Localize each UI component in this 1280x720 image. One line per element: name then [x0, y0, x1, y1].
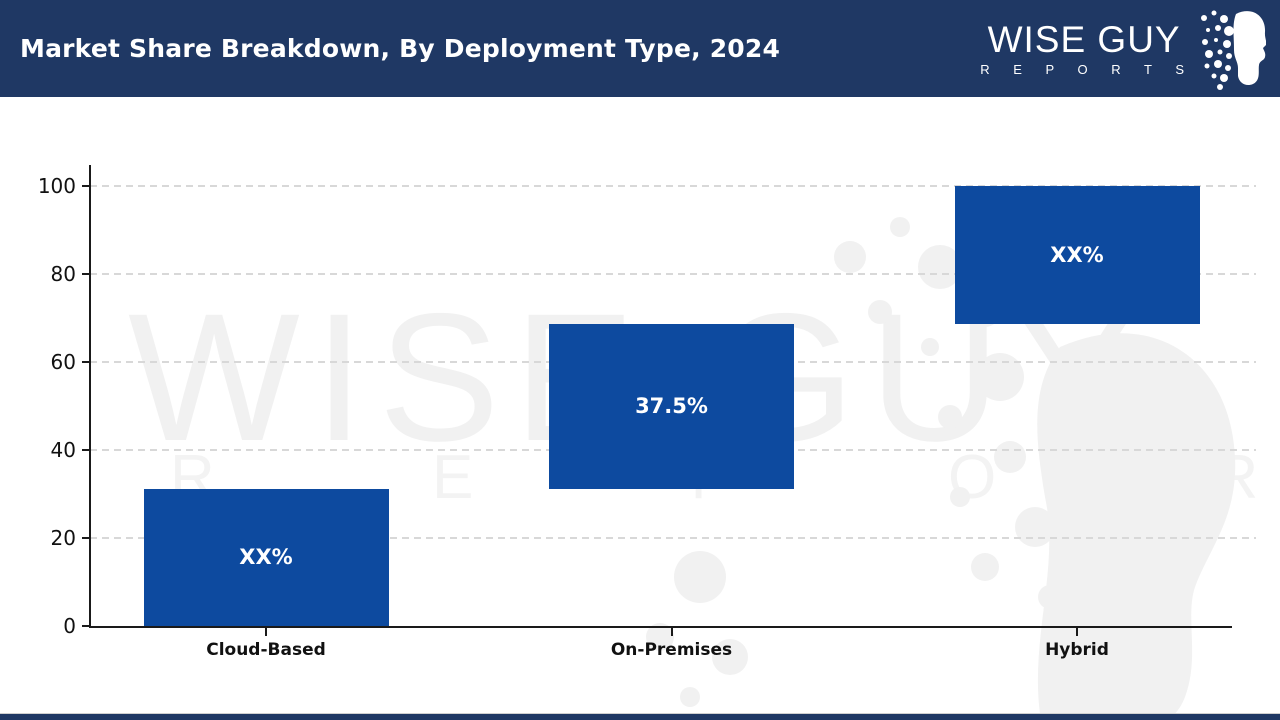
y-tick-label: 80: [50, 262, 76, 286]
bar-value-label: XX%: [1050, 242, 1104, 267]
y-tick-mark: [82, 185, 90, 187]
logo-face-profile-icon: [1201, 10, 1266, 90]
y-tick-mark: [82, 273, 90, 275]
x-tick-label-hybrid: Hybrid: [1045, 640, 1109, 660]
wise-guy-reports-logo: WISE GUY R E P O R T S: [974, 6, 1280, 92]
y-tick-label: 100: [37, 174, 76, 198]
y-tick-mark: [82, 449, 90, 451]
gridline-y20: [90, 537, 1256, 539]
y-tick-label: 40: [50, 438, 76, 462]
gridline-y80: [90, 273, 1256, 275]
chart-title: Market Share Breakdown, By Deployment Ty…: [20, 34, 781, 63]
bar-on-premises: 37.5%: [549, 323, 794, 489]
gridline-y100: [90, 185, 1256, 187]
y-tick-label: 0: [63, 614, 76, 638]
y-tick-mark: [82, 537, 90, 539]
bar-value-label: 37.5%: [635, 394, 708, 418]
y-tick-label: 60: [50, 350, 76, 374]
y-axis-spine: [89, 165, 91, 628]
x-tick-label-on-premises: On-Premises: [610, 640, 733, 660]
y-tick-label: 20: [50, 526, 76, 550]
x-tick-label-cloud-based: Cloud-Based: [206, 640, 326, 660]
x-tick-mark: [670, 628, 673, 636]
x-tick-mark: [265, 628, 267, 636]
x-tick-mark: [1076, 628, 1078, 636]
logo-brand-text: WISE GUY: [987, 19, 1181, 60]
x-axis-spine: [89, 626, 1232, 628]
y-tick-mark: [82, 361, 90, 363]
bar-value-label: XX%: [239, 545, 293, 570]
bar-cloud-based: XX%: [143, 488, 389, 626]
footer-bar: [0, 713, 1280, 720]
logo-sub-text: R E P O R T S: [980, 62, 1194, 77]
logo-wordmark: WISE GUY R E P O R T S: [974, 21, 1194, 76]
report-header: Market Share Breakdown, By Deployment Ty…: [0, 0, 1280, 97]
y-tick-mark: [82, 625, 90, 627]
bar-hybrid: XX%: [954, 186, 1200, 324]
